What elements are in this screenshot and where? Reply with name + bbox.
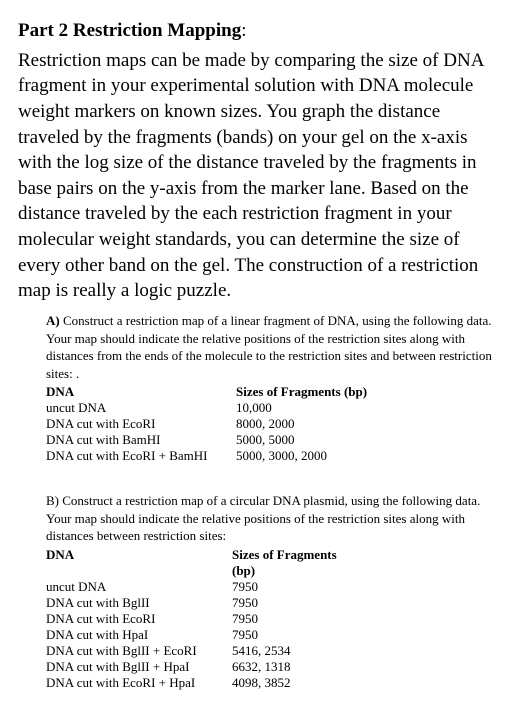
table-header: DNA Sizes of Fragments (bp) bbox=[46, 547, 496, 579]
part-b-lead: B) Construct a restriction map of a circ… bbox=[46, 492, 496, 545]
cell-sizes: 4098, 3852 bbox=[232, 675, 291, 691]
table-row: DNA cut with BamHI 5000, 5000 bbox=[46, 432, 496, 448]
cell-sizes: 7950 bbox=[232, 627, 258, 643]
part-b-table: DNA Sizes of Fragments (bp) uncut DNA 79… bbox=[46, 547, 496, 691]
cell-dna: uncut DNA bbox=[46, 400, 236, 416]
part-a-lead: A) Construct a restriction map of a line… bbox=[46, 312, 496, 382]
col-header-sizes-line1: Sizes of Fragments bbox=[232, 547, 337, 563]
col-header-sizes-line2: (bp) bbox=[232, 563, 337, 579]
cell-sizes: 8000, 2000 bbox=[236, 416, 295, 432]
cell-dna: DNA cut with EcoRI + BamHI bbox=[46, 448, 236, 464]
table-header: DNA Sizes of Fragments (bp) bbox=[46, 384, 496, 400]
title-bold: Part 2 Restriction Mapping bbox=[18, 20, 241, 41]
table-row: DNA cut with BglII + EcoRI 5416, 2534 bbox=[46, 643, 496, 659]
part-a-text: Construct a restriction map of a linear … bbox=[46, 313, 492, 381]
col-header-sizes: Sizes of Fragments (bp) bbox=[236, 384, 367, 400]
cell-sizes: 7950 bbox=[232, 595, 258, 611]
cell-sizes: 5000, 3000, 2000 bbox=[236, 448, 327, 464]
cell-sizes: 5416, 2534 bbox=[232, 643, 291, 659]
title-colon: : bbox=[241, 20, 246, 41]
intro-paragraph: Restriction maps can be made by comparin… bbox=[18, 48, 496, 304]
part-a-label: A) bbox=[46, 313, 60, 328]
part-b-label: B) bbox=[46, 493, 59, 508]
cell-sizes: 7950 bbox=[232, 611, 258, 627]
cell-sizes: 10,000 bbox=[236, 400, 272, 416]
col-header-sizes: Sizes of Fragments (bp) bbox=[232, 547, 337, 579]
cell-dna: DNA cut with HpaI bbox=[46, 627, 232, 643]
table-row: uncut DNA 7950 bbox=[46, 579, 496, 595]
cell-dna: DNA cut with EcoRI bbox=[46, 611, 232, 627]
table-row: DNA cut with BglII + HpaI 6632, 1318 bbox=[46, 659, 496, 675]
cell-dna: DNA cut with EcoRI + HpaI bbox=[46, 675, 232, 691]
table-row: DNA cut with EcoRI 7950 bbox=[46, 611, 496, 627]
part-b-text: Construct a restriction map of a circula… bbox=[46, 493, 480, 543]
cell-dna: DNA cut with BglII + EcoRI bbox=[46, 643, 232, 659]
cell-dna: DNA cut with BglII bbox=[46, 595, 232, 611]
part-a: A) Construct a restriction map of a line… bbox=[18, 312, 496, 691]
table-row: uncut DNA 10,000 bbox=[46, 400, 496, 416]
cell-dna: DNA cut with EcoRI bbox=[46, 416, 236, 432]
table-row: DNA cut with EcoRI + BamHI 5000, 3000, 2… bbox=[46, 448, 496, 464]
cell-sizes: 5000, 5000 bbox=[236, 432, 295, 448]
col-header-dna: DNA bbox=[46, 547, 232, 579]
cell-dna: uncut DNA bbox=[46, 579, 232, 595]
cell-sizes: 6632, 1318 bbox=[232, 659, 291, 675]
part-a-table: DNA Sizes of Fragments (bp) uncut DNA 10… bbox=[46, 384, 496, 464]
table-row: DNA cut with HpaI 7950 bbox=[46, 627, 496, 643]
cell-dna: DNA cut with BglII + HpaI bbox=[46, 659, 232, 675]
table-row: DNA cut with BglII 7950 bbox=[46, 595, 496, 611]
table-row: DNA cut with EcoRI 8000, 2000 bbox=[46, 416, 496, 432]
col-header-dna: DNA bbox=[46, 384, 236, 400]
cell-sizes: 7950 bbox=[232, 579, 258, 595]
page-title: Part 2 Restriction Mapping: bbox=[18, 18, 496, 44]
table-row: DNA cut with EcoRI + HpaI 4098, 3852 bbox=[46, 675, 496, 691]
cell-dna: DNA cut with BamHI bbox=[46, 432, 236, 448]
